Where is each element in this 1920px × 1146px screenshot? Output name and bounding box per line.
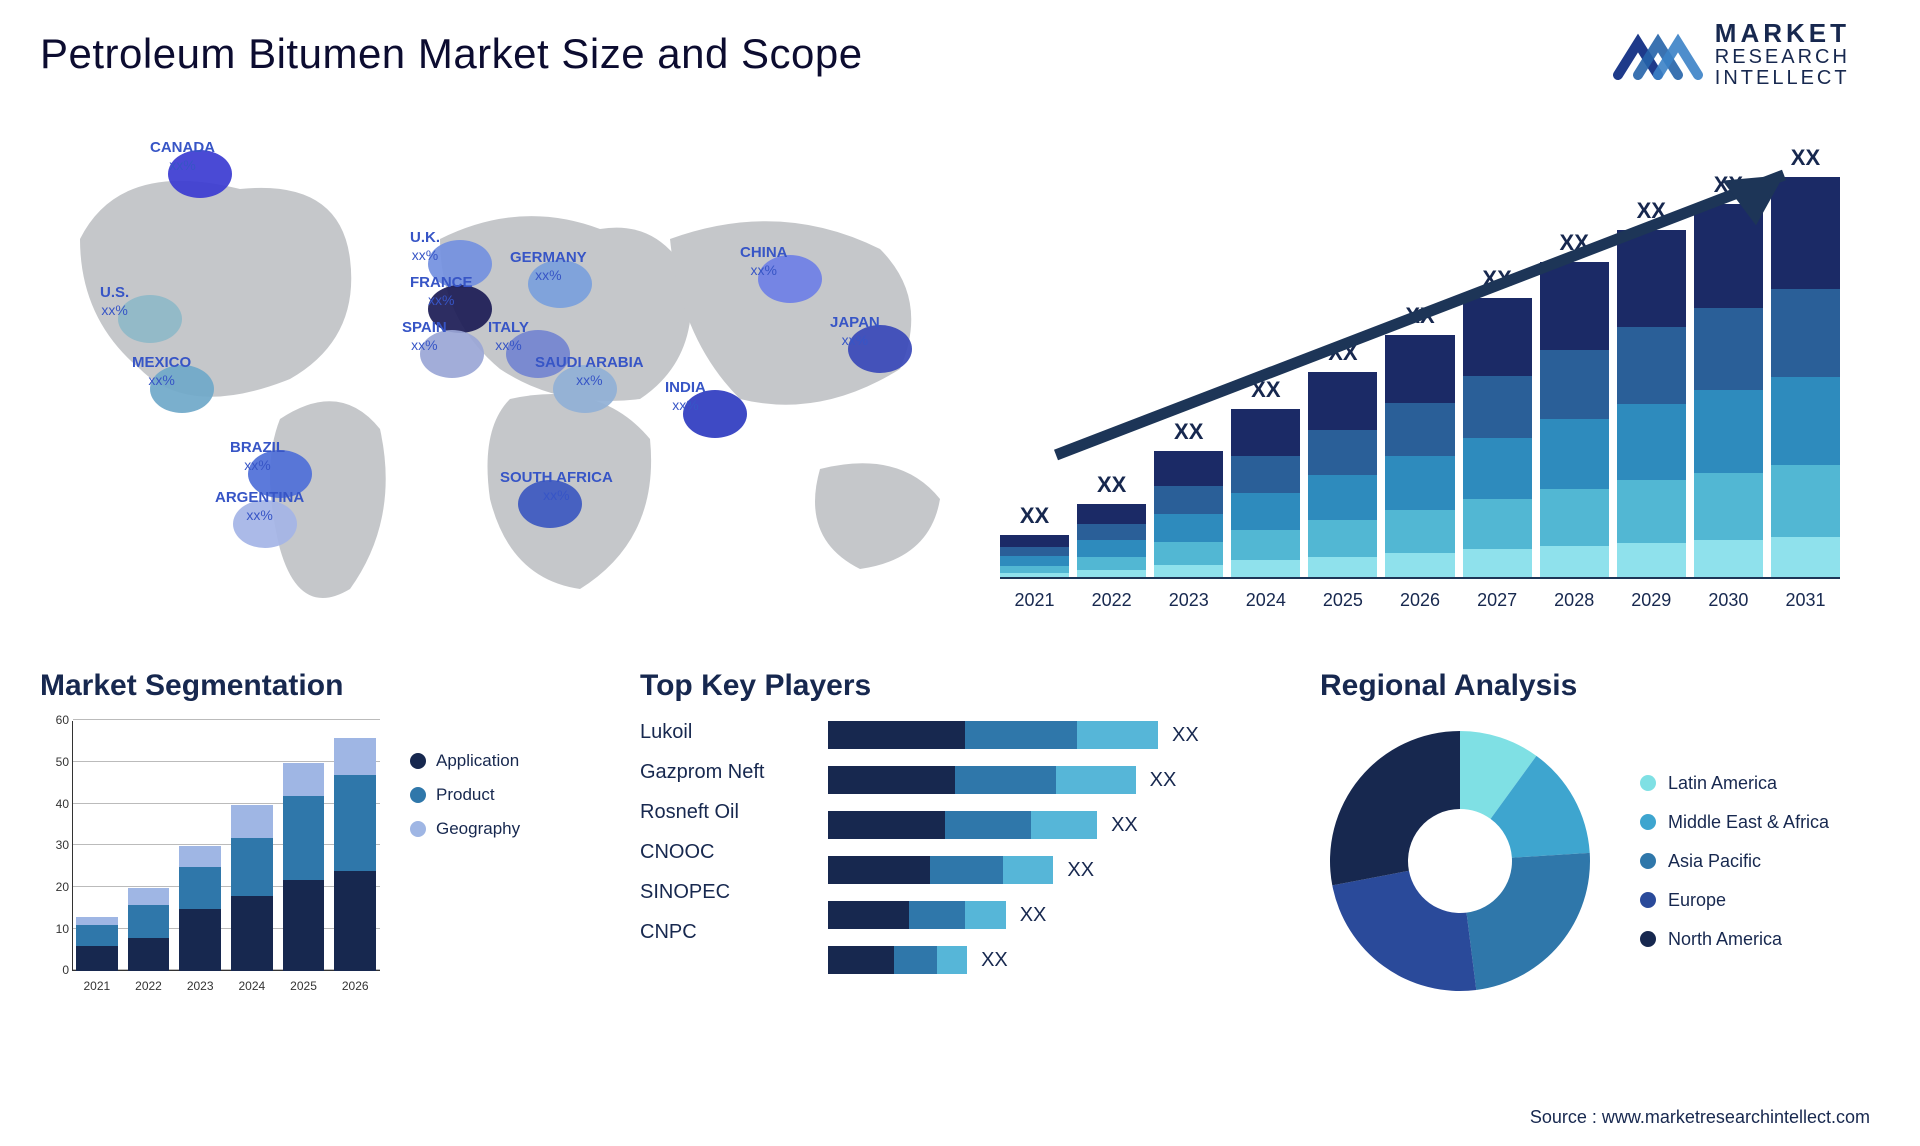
player-name: Gazprom Neft bbox=[640, 761, 810, 784]
growth-bar: XX2031 bbox=[1771, 177, 1840, 577]
map-country-label: SOUTH AFRICAxx% bbox=[500, 469, 613, 502]
growth-bar: XX2024 bbox=[1231, 409, 1300, 577]
growth-bar: XX2029 bbox=[1617, 230, 1686, 577]
map-country-label: U.S.xx% bbox=[100, 284, 129, 317]
map-country-label: CHINAxx% bbox=[740, 244, 788, 277]
market-segmentation-chart: Market Segmentation 0102030405060 202120… bbox=[40, 669, 600, 1001]
player-name: SINOPEC bbox=[640, 881, 810, 904]
map-country-label: SPAINxx% bbox=[402, 319, 447, 352]
segmentation-title: Market Segmentation bbox=[40, 669, 600, 703]
map-country-label: ARGENTINAxx% bbox=[215, 489, 304, 522]
segmentation-legend-item: Application bbox=[410, 751, 520, 771]
key-players-chart: Top Key Players Lukoil Gazprom Neft Rosnef… bbox=[640, 669, 1280, 1001]
map-country-label: FRANCExx% bbox=[410, 274, 473, 307]
logo-icon bbox=[1613, 25, 1703, 85]
player-bar-row: XX bbox=[828, 946, 1280, 974]
map-country-label: INDIAxx% bbox=[665, 379, 706, 412]
player-bar-row: XX bbox=[828, 856, 1280, 884]
map-country-label: CANADAxx% bbox=[150, 139, 215, 172]
growth-bar-chart: XX2021XX2022XX2023XX2024XX2025XX2026XX20… bbox=[1000, 119, 1880, 639]
player-name: Rosneft Oil bbox=[640, 801, 810, 824]
source-attribution: Source : www.marketresearchintellect.com bbox=[1530, 1107, 1870, 1128]
segmentation-legend-item: Geography bbox=[410, 819, 520, 839]
map-country-label: MEXICOxx% bbox=[132, 354, 191, 387]
segmentation-bar: 2026 bbox=[334, 738, 376, 971]
segmentation-bar: 2024 bbox=[231, 805, 273, 972]
map-country-label: ITALYxx% bbox=[488, 319, 529, 352]
regional-analysis-chart: Regional Analysis Latin America Middle Ea… bbox=[1320, 669, 1880, 1001]
brand-logo: MARKET RESEARCH INTELLECT bbox=[1613, 20, 1850, 89]
growth-bar: XX2025 bbox=[1308, 372, 1377, 577]
growth-bar: XX2028 bbox=[1540, 262, 1609, 578]
regional-legend-item: Europe bbox=[1640, 890, 1829, 911]
regional-title: Regional Analysis bbox=[1320, 669, 1880, 703]
map-country-label: GERMANYxx% bbox=[510, 249, 587, 282]
map-country-label: JAPANxx% bbox=[830, 314, 880, 347]
logo-line-2: RESEARCH bbox=[1715, 47, 1850, 68]
growth-bar: XX2022 bbox=[1077, 504, 1146, 578]
player-bar-row: XX bbox=[828, 901, 1280, 929]
player-bar-row: XX bbox=[828, 811, 1280, 839]
growth-bar: XX2027 bbox=[1463, 298, 1532, 577]
regional-legend-item: North America bbox=[1640, 929, 1829, 950]
segmentation-bar: 2025 bbox=[283, 763, 325, 971]
player-name: Lukoil bbox=[640, 721, 810, 744]
world-map-chart: CANADAxx% U.S.xx% MEXICOxx% BRAZILxx% ARGENT… bbox=[40, 119, 960, 639]
growth-bar: XX2021 bbox=[1000, 535, 1069, 577]
logo-line-1: MARKET bbox=[1715, 20, 1850, 47]
segmentation-legend-item: Product bbox=[410, 785, 520, 805]
donut-chart bbox=[1320, 721, 1600, 1001]
page-title: Petroleum Bitumen Market Size and Scope bbox=[40, 30, 863, 78]
growth-bar: XX2023 bbox=[1154, 451, 1223, 577]
segmentation-bar: 2022 bbox=[128, 888, 170, 971]
map-country-label: BRAZILxx% bbox=[230, 439, 285, 472]
map-country-label: U.K.xx% bbox=[410, 229, 440, 262]
growth-bar: XX2026 bbox=[1385, 335, 1454, 577]
map-country-label: SAUDI ARABIAxx% bbox=[535, 354, 644, 387]
player-bar-row: XX bbox=[828, 766, 1280, 794]
logo-line-3: INTELLECT bbox=[1715, 68, 1850, 89]
regional-legend-item: Asia Pacific bbox=[1640, 851, 1829, 872]
growth-bar: XX2030 bbox=[1694, 204, 1763, 578]
regional-legend-item: Latin America bbox=[1640, 773, 1829, 794]
player-name: CNPC bbox=[640, 921, 810, 944]
player-bar-row: XX bbox=[828, 721, 1280, 749]
segmentation-bar: 2023 bbox=[179, 846, 221, 971]
segmentation-bar: 2021 bbox=[76, 917, 118, 971]
player-name: CNOOC bbox=[640, 841, 810, 864]
regional-legend-item: Middle East & Africa bbox=[1640, 812, 1829, 833]
players-title: Top Key Players bbox=[640, 669, 1280, 703]
